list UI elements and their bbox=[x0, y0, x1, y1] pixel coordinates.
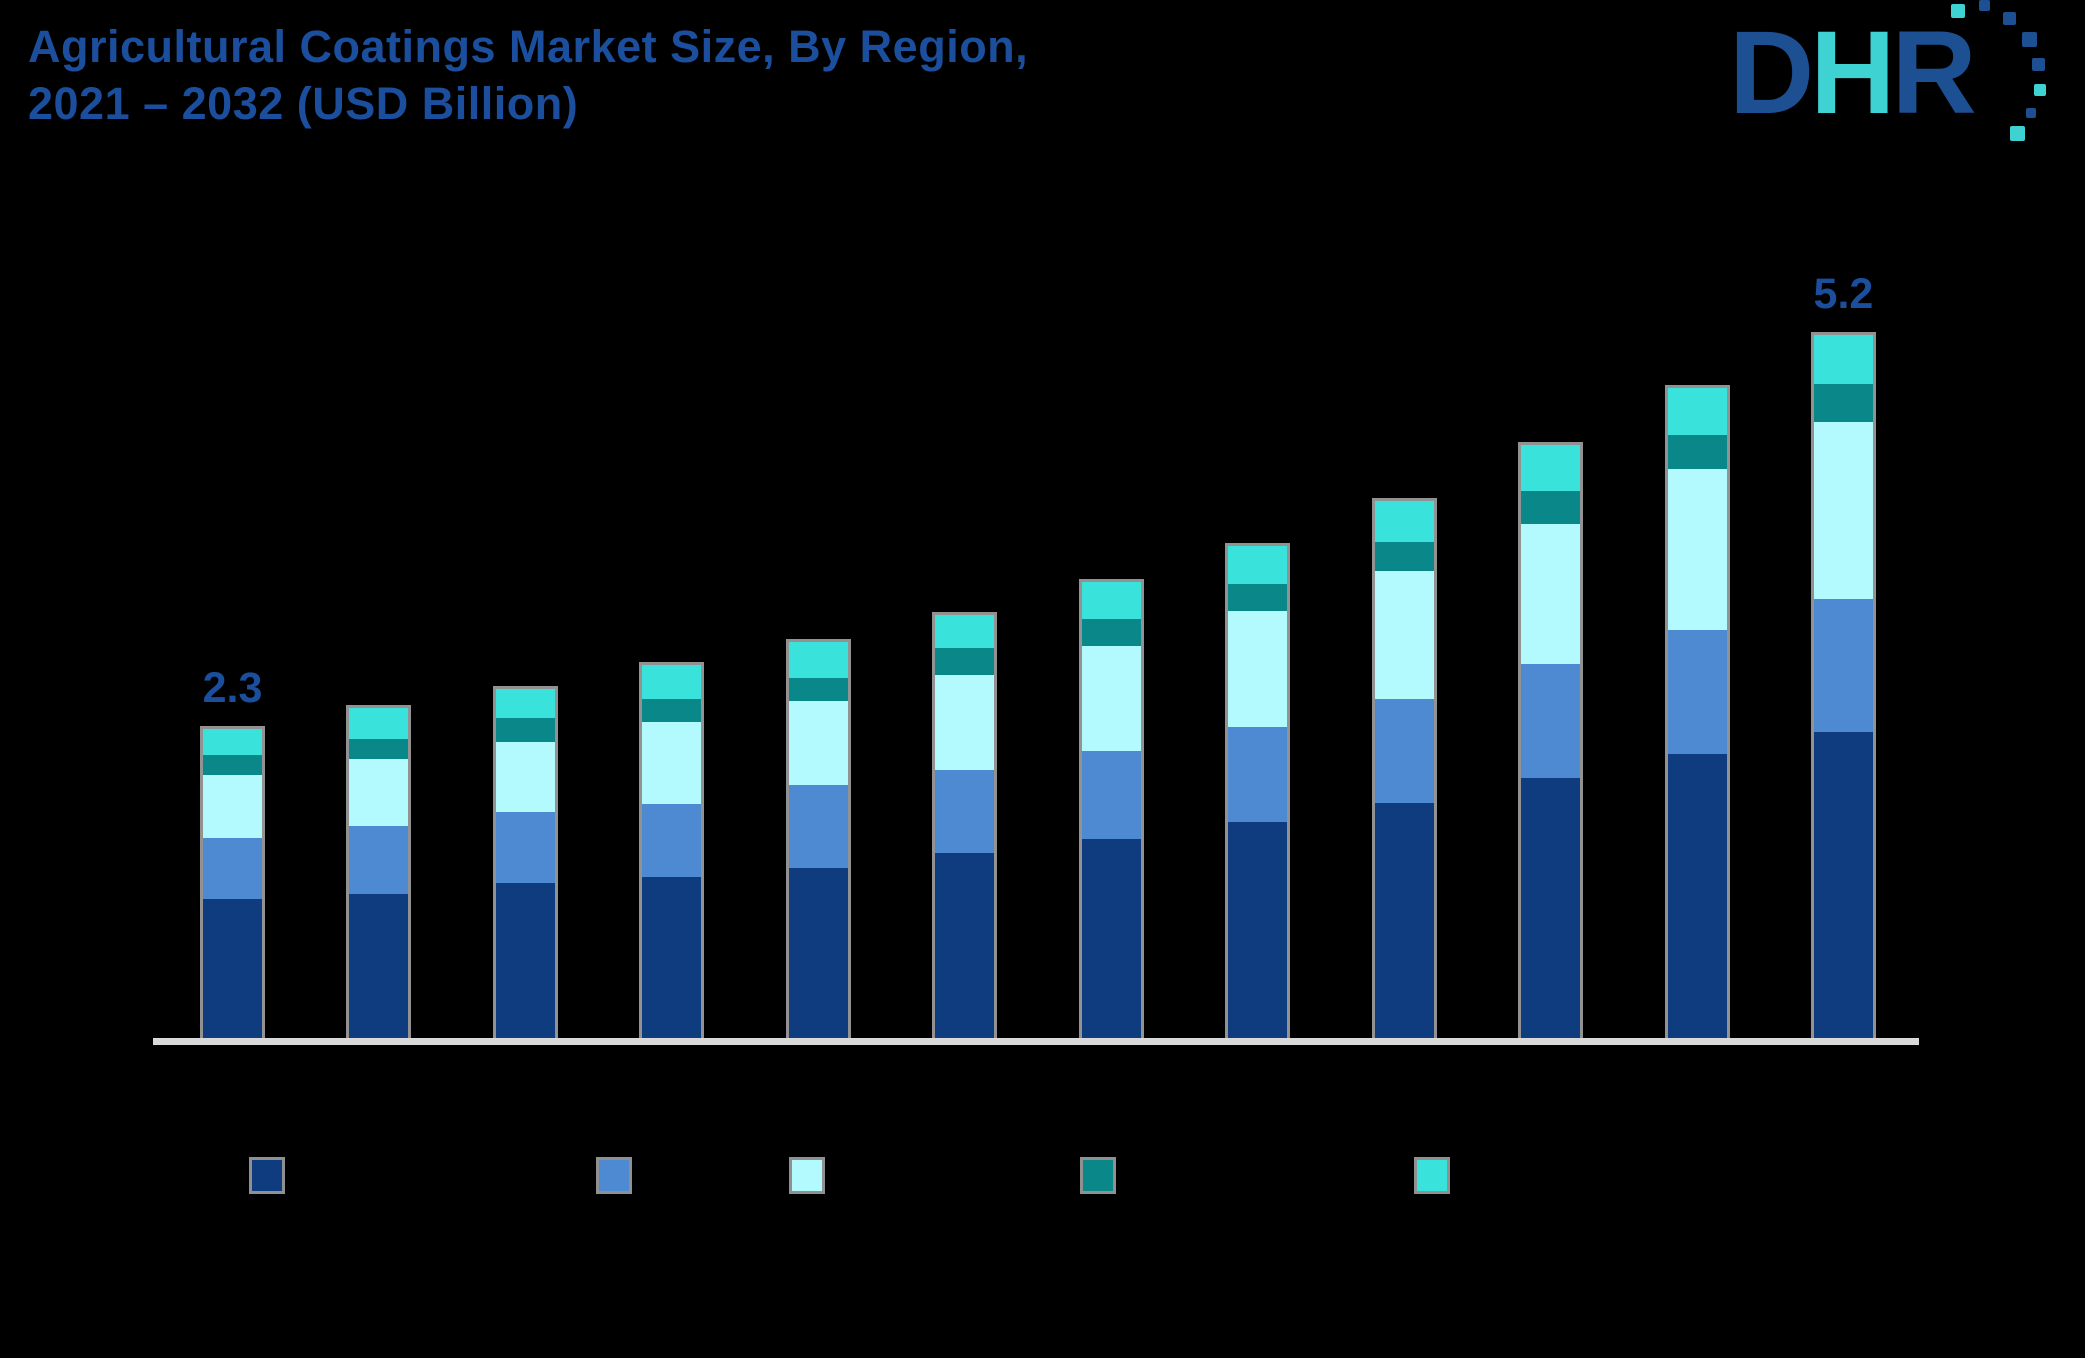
bar-2025-segment-region-3-pale-cyan bbox=[788, 700, 848, 785]
bar-2029 bbox=[1371, 497, 1437, 1046]
bar-2024-segment-region-5-turquoise bbox=[642, 665, 702, 700]
bar-2032-segment-region-1-navy bbox=[1813, 731, 1873, 1042]
bar-2031-segment-region-4-teal bbox=[1667, 435, 1727, 470]
bar-2026-segment-region-2-blue bbox=[935, 770, 995, 853]
bar-2024 bbox=[639, 662, 705, 1045]
x-axis-line bbox=[153, 1038, 1919, 1045]
bar-2029-segment-region-1-navy bbox=[1374, 802, 1434, 1042]
logo-letter-r: R bbox=[1891, 7, 1976, 139]
chart-title-line1: Agricultural Coatings Market Size, By Re… bbox=[28, 21, 1029, 72]
bar-2021-segment-region-5-turquoise bbox=[203, 729, 262, 756]
dhr-logo: DHR bbox=[1729, 0, 2059, 156]
bar-2023-segment-region-3-pale-cyan bbox=[495, 741, 555, 813]
bar-2026-segment-region-4-teal bbox=[935, 647, 995, 675]
bar-2022-segment-region-5-turquoise bbox=[349, 707, 409, 739]
bar-2030-segment-region-1-navy bbox=[1521, 778, 1581, 1042]
bar-2024-segment-region-4-teal bbox=[642, 699, 702, 723]
bar-2025-segment-region-4-teal bbox=[788, 677, 848, 701]
logo-dot-8 bbox=[2010, 126, 2025, 141]
legend-swatch-4 bbox=[1080, 1157, 1116, 1194]
bar-2026-segment-region-3-pale-cyan bbox=[935, 674, 995, 770]
bar-2021 bbox=[200, 726, 265, 1045]
bar-2029-segment-region-3-pale-cyan bbox=[1374, 571, 1434, 700]
bar-2026 bbox=[932, 612, 998, 1045]
bar-2030-segment-region-5-turquoise bbox=[1521, 445, 1581, 492]
bar-2027-segment-region-3-pale-cyan bbox=[1081, 646, 1141, 752]
bar-2022-segment-region-2-blue bbox=[349, 825, 409, 894]
value-label-2032: 5.2 bbox=[1813, 269, 1874, 318]
bar-2025 bbox=[785, 639, 851, 1045]
bar-2032-segment-region-5-turquoise bbox=[1813, 334, 1873, 384]
dhr-logo-letters: DHR bbox=[1729, 14, 1977, 132]
bar-2026-segment-region-1-navy bbox=[935, 853, 995, 1042]
logo-dot-3 bbox=[2003, 12, 2016, 25]
bar-2024-segment-region-1-navy bbox=[642, 877, 702, 1042]
legend-swatch-1 bbox=[249, 1157, 285, 1194]
bar-2032-segment-region-2-blue bbox=[1813, 598, 1873, 732]
bar-2031-segment-region-5-turquoise bbox=[1667, 387, 1727, 436]
bar-2030-segment-region-2-blue bbox=[1521, 664, 1581, 779]
bar-2027-segment-region-4-teal bbox=[1081, 619, 1141, 647]
bar-2027-segment-region-1-navy bbox=[1081, 839, 1141, 1042]
logo-dot-5 bbox=[2032, 58, 2045, 71]
bar-2027-segment-region-5-turquoise bbox=[1081, 582, 1141, 620]
bar-2028 bbox=[1225, 542, 1291, 1046]
bar-2023 bbox=[492, 685, 558, 1046]
bar-2025-segment-region-2-blue bbox=[788, 784, 848, 868]
bar-2032-segment-region-4-teal bbox=[1813, 383, 1873, 422]
bar-2021-segment-region-4-teal bbox=[203, 755, 262, 776]
bar-2029-segment-region-2-blue bbox=[1374, 699, 1434, 803]
bar-2024-segment-region-2-blue bbox=[642, 804, 702, 878]
bar-2027 bbox=[1078, 579, 1144, 1045]
bar-2028-segment-region-4-teal bbox=[1228, 583, 1288, 611]
bar-2031-segment-region-1-navy bbox=[1667, 753, 1727, 1042]
bar-2022-segment-region-1-navy bbox=[349, 893, 409, 1042]
bar-2030-segment-region-3-pale-cyan bbox=[1521, 523, 1581, 665]
logo-dot-1 bbox=[1951, 4, 1965, 18]
bar-2025-segment-region-5-turquoise bbox=[788, 642, 848, 678]
bar-2023-segment-region-2-blue bbox=[495, 812, 555, 883]
logo-dot-6 bbox=[2034, 84, 2046, 96]
logo-dot-4 bbox=[2022, 32, 2037, 47]
bar-2023-segment-region-5-turquoise bbox=[495, 688, 555, 719]
bar-2023-segment-region-4-teal bbox=[495, 718, 555, 742]
chart-title-line2: 2021 – 2032 (USD Billion) bbox=[28, 78, 579, 129]
logo-dot-2 bbox=[1979, 0, 1990, 11]
logo-letter-d: D bbox=[1729, 7, 1814, 139]
bar-2028-segment-region-5-turquoise bbox=[1228, 545, 1288, 584]
logo-dot-7 bbox=[2026, 108, 2036, 118]
bar-2030-segment-region-4-teal bbox=[1521, 491, 1581, 524]
bar-2031-segment-region-3-pale-cyan bbox=[1667, 469, 1727, 630]
bar-2022 bbox=[346, 704, 412, 1046]
logo-letter-h: H bbox=[1810, 7, 1895, 139]
bar-2023-segment-region-1-navy bbox=[495, 882, 555, 1042]
bar-2024-segment-region-3-pale-cyan bbox=[642, 722, 702, 805]
bar-2028-segment-region-3-pale-cyan bbox=[1228, 610, 1288, 727]
bar-2025-segment-region-1-navy bbox=[788, 867, 848, 1042]
bar-2031 bbox=[1664, 384, 1730, 1046]
bar-2028-segment-region-1-navy bbox=[1228, 821, 1288, 1042]
chart-title: Agricultural Coatings Market Size, By Re… bbox=[28, 18, 1028, 132]
legend-swatch-2 bbox=[596, 1157, 632, 1194]
bar-2021-segment-region-2-blue bbox=[203, 838, 262, 900]
bar-2030 bbox=[1518, 442, 1584, 1045]
bar-2022-segment-region-3-pale-cyan bbox=[349, 759, 409, 826]
bar-2032-segment-region-3-pale-cyan bbox=[1813, 421, 1873, 599]
bar-2029-segment-region-5-turquoise bbox=[1374, 500, 1434, 542]
bar-2026-segment-region-5-turquoise bbox=[935, 615, 995, 648]
bar-2021-segment-region-3-pale-cyan bbox=[203, 775, 262, 839]
bar-2031-segment-region-2-blue bbox=[1667, 629, 1727, 754]
bar-2027-segment-region-2-blue bbox=[1081, 751, 1141, 840]
bar-2029-segment-region-4-teal bbox=[1374, 541, 1434, 572]
legend-swatch-5 bbox=[1414, 1157, 1450, 1194]
bar-2022-segment-region-4-teal bbox=[349, 738, 409, 760]
bar-2021-segment-region-1-navy bbox=[203, 899, 262, 1042]
legend-swatch-3 bbox=[789, 1157, 825, 1194]
bar-2032 bbox=[1810, 331, 1876, 1046]
value-label-2021: 2.3 bbox=[202, 664, 263, 713]
bar-2028-segment-region-2-blue bbox=[1228, 726, 1288, 822]
